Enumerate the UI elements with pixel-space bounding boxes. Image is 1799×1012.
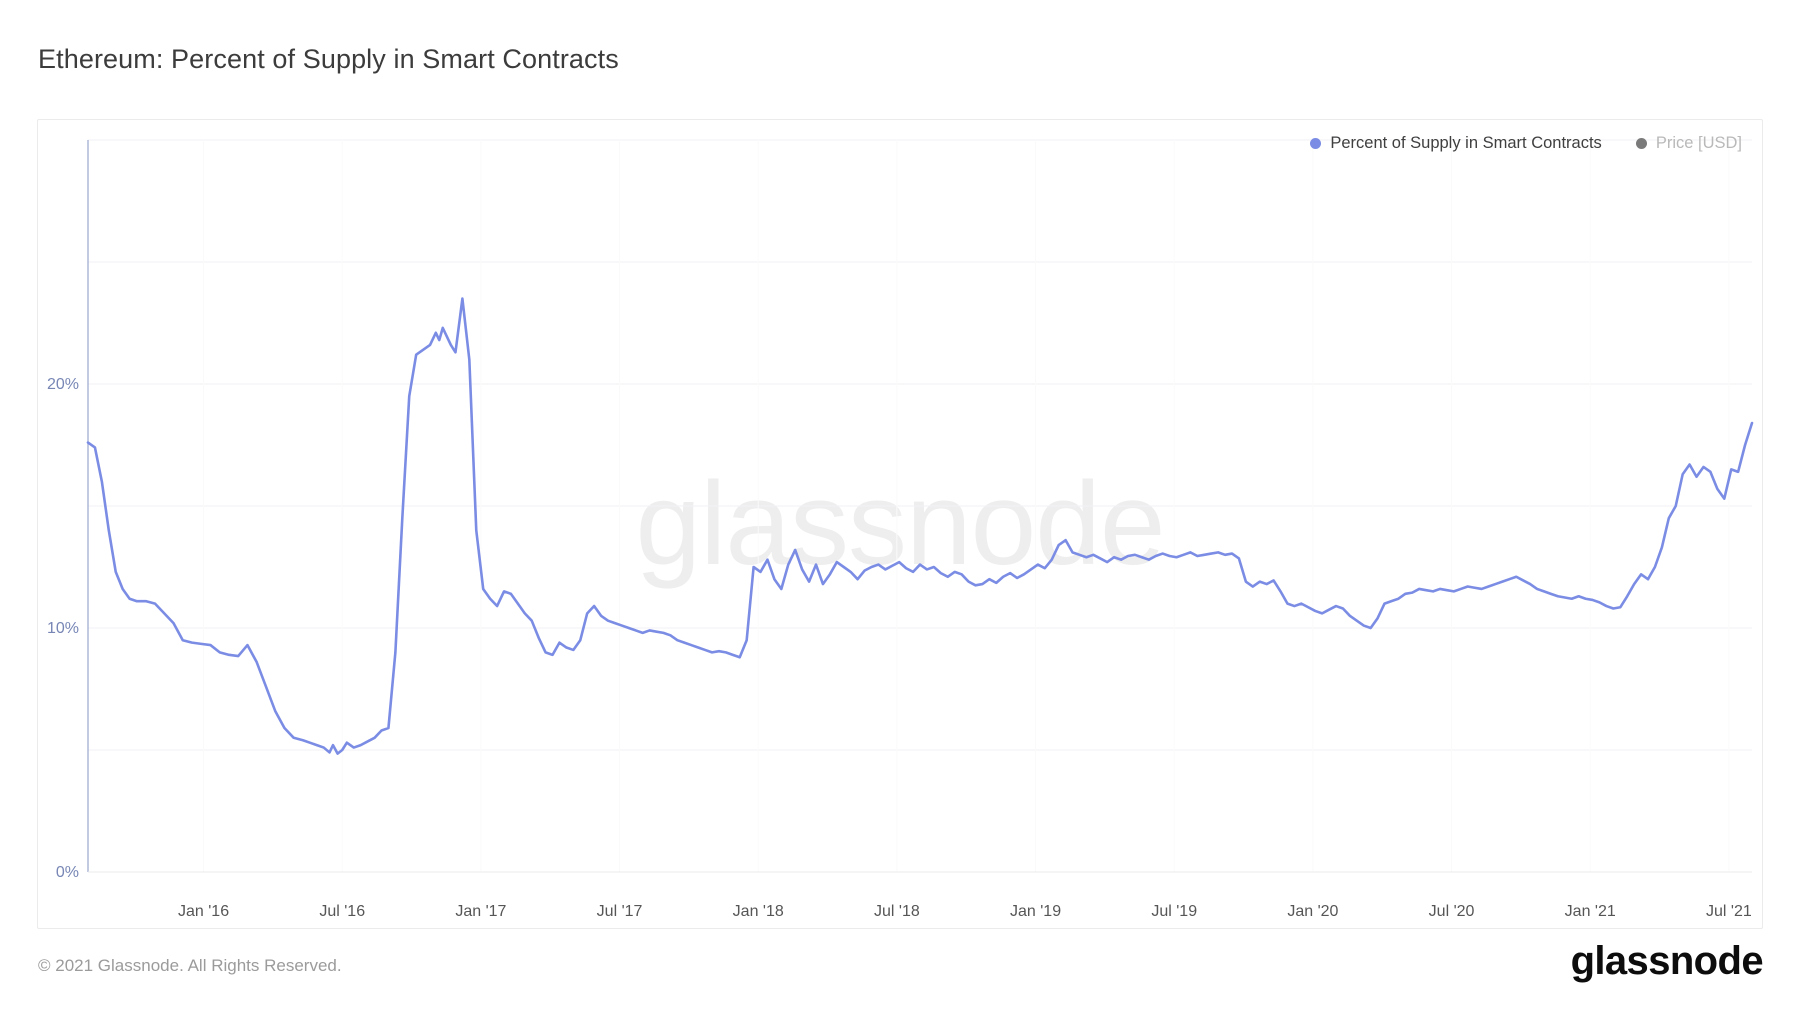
x-tick-label: Jul '17 (597, 903, 643, 920)
x-tick-label: Jul '19 (1151, 903, 1197, 920)
legend-label-price-usd: Price [USD] (1655, 134, 1742, 152)
x-tick-label: Jan '19 (1010, 903, 1061, 920)
x-axis-labels: Jan '16 Jul '16 Jan '17 Jul '17 Jan '18 Jul '… (178, 903, 1752, 920)
plot-area[interactable]: glassnode 0% 10% 20% Jan '16 Jul '16 Jan '17… (38, 120, 1762, 928)
series-line-percent-of-supply (86, 297, 1754, 755)
y-tick-label: 20% (47, 376, 79, 393)
y-tick-label: 0% (56, 864, 79, 881)
y-axis-labels: 0% 10% 20% (47, 376, 79, 881)
x-tick-label: Jul '18 (874, 903, 920, 920)
legend-dot-percent-of-supply (1310, 138, 1322, 149)
legend-item-percent-of-supply[interactable]: Percent of Supply in Smart Contracts (1310, 134, 1602, 153)
x-tick-label: Jan '16 (178, 903, 229, 920)
x-tick-label: Jan '21 (1565, 903, 1616, 920)
chart-legend: Percent of Supply in Smart Contracts Pri… (1310, 134, 1742, 153)
chart-svg: 0%10%20% Jan '16 Jul '16 Jan '17 Jul '17 Jan… (47, 139, 1754, 920)
footer-copyright: © 2021 Glassnode. All Rights Reserved. (38, 956, 342, 975)
legend-label-percent-of-supply: Percent of Supply in Smart Contracts (1330, 134, 1602, 152)
page-title: Ethereum: Percent of Supply in Smart Con… (38, 44, 619, 74)
x-tick-label: Jan '18 (733, 903, 784, 920)
x-tick-label: Jan '17 (455, 903, 506, 920)
chart-card: Percent of Supply in Smart Contracts Pri… (37, 119, 1763, 929)
x-tick-label: Jul '16 (319, 903, 365, 920)
x-tick-label: Jul '21 (1706, 903, 1752, 920)
x-tick-label: Jul '20 (1429, 903, 1475, 920)
footer-logo-glassnode: glassnode (1570, 939, 1764, 983)
x-tick-label: Jan '20 (1287, 903, 1338, 920)
legend-dot-price-usd (1635, 138, 1647, 149)
y-tick-label: 10% (47, 620, 79, 637)
grid-lines (88, 139, 1752, 872)
legend-item-price-usd[interactable]: Price [USD] (1635, 134, 1742, 153)
